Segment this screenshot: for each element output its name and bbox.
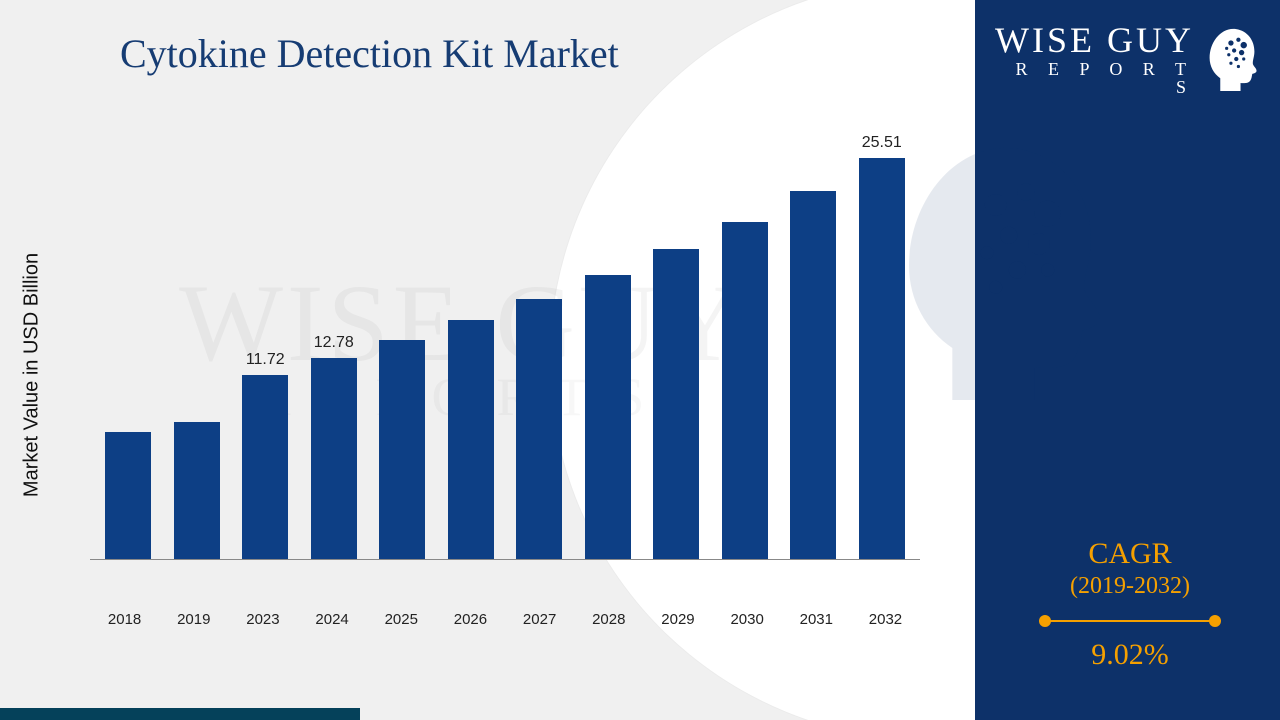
bottom-strip [0, 708, 360, 720]
logo-line1: WISE GUY [994, 22, 1194, 58]
bar [242, 375, 288, 559]
logo-line2: R E P O R T S [994, 60, 1194, 96]
bar-slot [368, 150, 437, 559]
x-tick-label: 2018 [90, 611, 159, 628]
bar-slot [163, 150, 232, 559]
x-tick-label: 2019 [159, 611, 228, 628]
x-tick-label: 2024 [298, 611, 367, 628]
bar [105, 432, 151, 559]
bar [722, 222, 768, 559]
x-tick-label: 2029 [643, 611, 712, 628]
x-tick-label: 2032 [851, 611, 920, 628]
bar-slot [94, 150, 163, 559]
bars-container: 11.7212.78 25.51 [90, 150, 920, 559]
cagr-divider [1045, 620, 1215, 622]
bar-slot [642, 150, 711, 559]
bar [448, 320, 494, 559]
bar-value-label: 25.51 [848, 134, 917, 152]
bar-value-label: 11.72 [231, 351, 300, 369]
bar-slot [711, 150, 780, 559]
bar-slot: 11.72 [231, 150, 300, 559]
bar [859, 158, 905, 559]
bar-slot [505, 150, 574, 559]
x-tick-label: 2030 [713, 611, 782, 628]
bar-slot: 25.51 [848, 150, 917, 559]
bar [174, 422, 220, 559]
cagr-title: CAGR [1020, 537, 1240, 571]
x-axis: 2018201920232024202520262027202820292030… [90, 611, 920, 628]
bar [379, 340, 425, 559]
chart: WISE GUY REPORTS Market Value in USD Bil… [40, 150, 920, 600]
bar-slot [574, 150, 643, 559]
x-tick-label: 2023 [228, 611, 297, 628]
canvas: WISE GUY R E P O R T S Cytokine Detectio… [0, 0, 1280, 720]
bar [653, 249, 699, 559]
bar-slot [779, 150, 848, 559]
cagr-block: CAGR (2019-2032) 9.02% [1020, 537, 1240, 672]
chart-title: Cytokine Detection Kit Market [120, 30, 619, 77]
bar-slot [437, 150, 506, 559]
x-tick-label: 2031 [782, 611, 851, 628]
bar [790, 191, 836, 559]
x-tick-label: 2026 [436, 611, 505, 628]
bar [516, 299, 562, 560]
watermark-head-icon [890, 140, 1110, 400]
cagr-value: 9.02% [1020, 638, 1240, 672]
bar [585, 275, 631, 559]
bar-slot: 12.78 [300, 150, 369, 559]
plot-area: 11.7212.78 25.51 [90, 150, 920, 560]
bar-value-label: 12.78 [300, 334, 369, 352]
bar [311, 358, 357, 559]
cagr-period: (2019-2032) [1020, 573, 1240, 600]
brand-logo: WISE GUY R E P O R T S [994, 22, 1264, 96]
logo-head-icon [1200, 27, 1264, 91]
x-tick-label: 2027 [505, 611, 574, 628]
x-tick-label: 2025 [367, 611, 436, 628]
x-tick-label: 2028 [574, 611, 643, 628]
y-axis-label: Market Value in USD Billion [21, 253, 44, 497]
